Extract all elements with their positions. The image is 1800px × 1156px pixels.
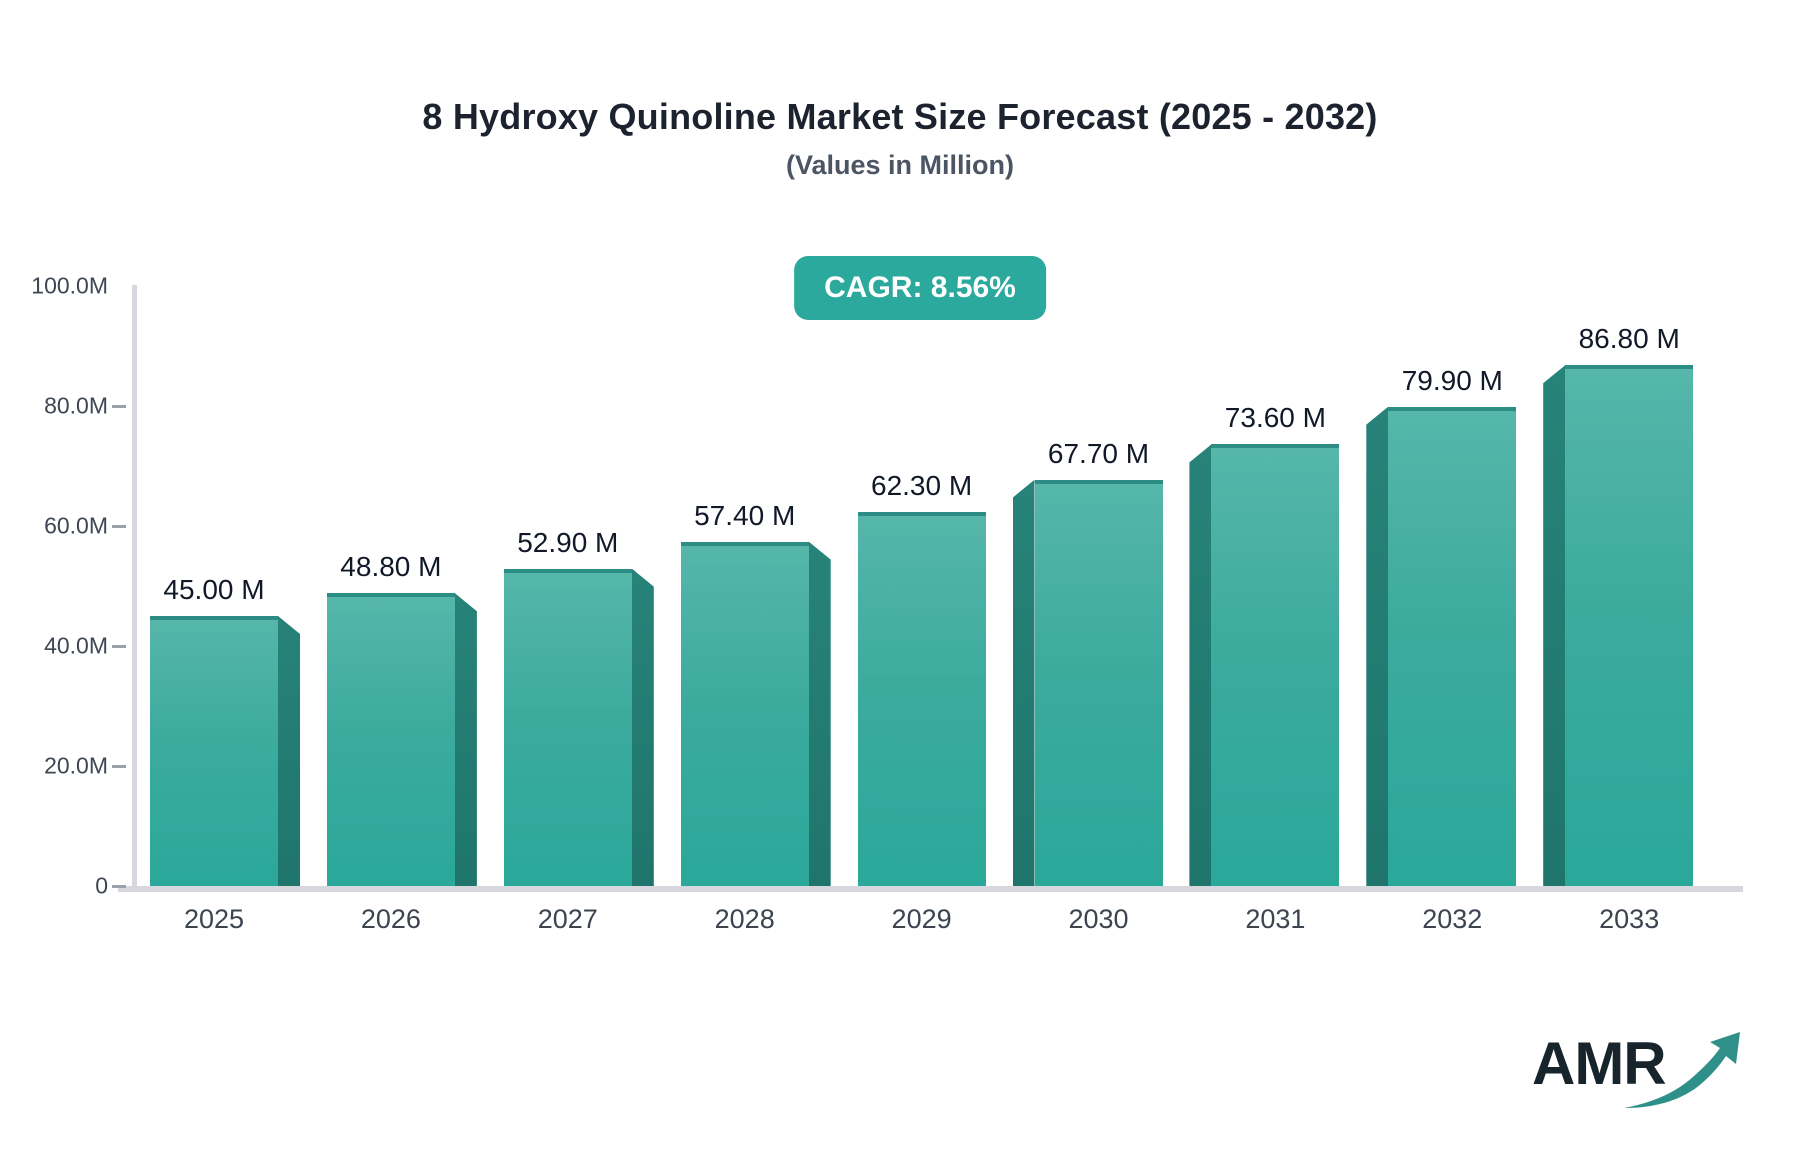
x-axis-label: 2029 bbox=[891, 904, 952, 934]
bar-side-face bbox=[278, 616, 300, 886]
y-axis-tick-label: 20.0M bbox=[44, 752, 108, 779]
bar-side-face bbox=[1189, 444, 1212, 886]
bar-side-face bbox=[808, 541, 831, 886]
y-axis-tick-label: 80.0M bbox=[44, 392, 108, 419]
bar-2029 bbox=[857, 512, 986, 886]
bar-side-face bbox=[454, 593, 477, 886]
amr-logo-text: AMR bbox=[1532, 1030, 1667, 1097]
bar-value-label: 73.60 M bbox=[1224, 402, 1326, 434]
x-axis-label: 2033 bbox=[1599, 904, 1660, 934]
x-axis-baseline bbox=[118, 886, 1743, 892]
x-axis-label: 2027 bbox=[537, 904, 598, 934]
x-axis-label: 2030 bbox=[1068, 904, 1129, 934]
bar-side-face bbox=[631, 568, 654, 886]
bar-2033 bbox=[1565, 365, 1694, 886]
cagr-badge: CAGR: 8.56% bbox=[794, 256, 1046, 320]
bar-2028 bbox=[680, 541, 809, 886]
bar-value-label: 57.40 M bbox=[694, 499, 796, 531]
x-axis-label: 2026 bbox=[360, 904, 421, 934]
y-axis-tick-mark bbox=[112, 525, 126, 528]
y-axis-tick-label: 40.0M bbox=[44, 632, 108, 659]
bar-value-label: 62.30 M bbox=[871, 470, 973, 502]
x-axis-label: 2031 bbox=[1245, 904, 1306, 934]
y-axis-tick-mark bbox=[112, 885, 126, 888]
x-axis-label: 2025 bbox=[183, 904, 245, 934]
bar-value-label: 45.00 M bbox=[163, 574, 265, 605]
y-axis-tick-label: 60.0M bbox=[44, 512, 108, 539]
growth-arrow-icon bbox=[1624, 1032, 1740, 1108]
bar-2032 bbox=[1388, 406, 1517, 886]
chart-title: 8 Hydroxy Quinoline Market Size Forecast… bbox=[422, 96, 1378, 137]
y-axis-tick-label: 100.0M bbox=[31, 272, 108, 299]
x-axis-label: 2028 bbox=[714, 904, 775, 934]
y-axis-tick-mark bbox=[112, 765, 126, 768]
bar-side-face bbox=[1366, 406, 1389, 886]
bar-2031 bbox=[1211, 444, 1340, 886]
bar-2030 bbox=[1034, 479, 1163, 886]
y-axis-tick-label: 0 bbox=[95, 872, 108, 899]
bar-2027 bbox=[503, 568, 632, 886]
y-axis-tick-mark bbox=[112, 405, 126, 408]
y-axis-tick-mark bbox=[112, 645, 126, 648]
y-axis-line bbox=[132, 285, 137, 886]
x-axis-label: 2032 bbox=[1422, 904, 1483, 934]
bar-value-label: 52.90 M bbox=[517, 526, 619, 558]
bar-2025 bbox=[150, 616, 278, 886]
bar-side-face bbox=[1012, 479, 1035, 886]
bar-value-label: 86.80 M bbox=[1578, 323, 1680, 355]
bar-value-label: 67.70 M bbox=[1047, 437, 1150, 469]
chart-subtitle: (Values in Million) bbox=[785, 150, 1015, 180]
bar-2026 bbox=[326, 593, 455, 886]
bar-value-label: 79.90 M bbox=[1401, 364, 1503, 396]
bar-side-face bbox=[1543, 365, 1566, 886]
amr-logo: AMR bbox=[1532, 1030, 1742, 1120]
bar-value-label: 48.80 M bbox=[340, 551, 442, 583]
